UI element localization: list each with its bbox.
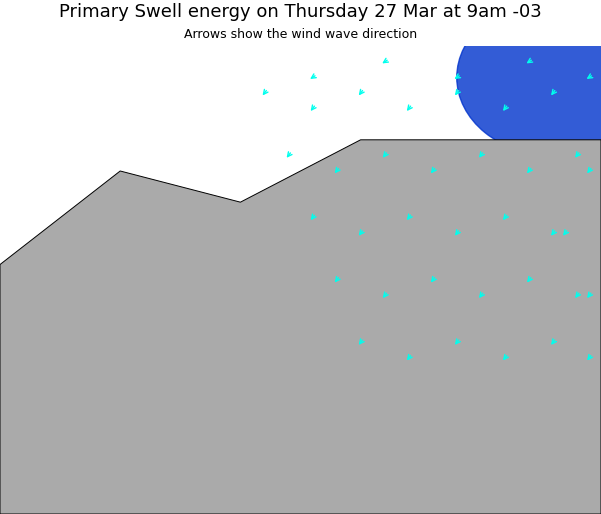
Polygon shape — [0, 140, 601, 514]
Ellipse shape — [517, 233, 601, 358]
Text: Primary Swell energy on Thursday 27 Mar at 9am -03: Primary Swell energy on Thursday 27 Mar … — [59, 3, 542, 21]
Text: Arrows show the wind wave direction: Arrows show the wind wave direction — [184, 28, 417, 41]
Ellipse shape — [457, 0, 601, 155]
